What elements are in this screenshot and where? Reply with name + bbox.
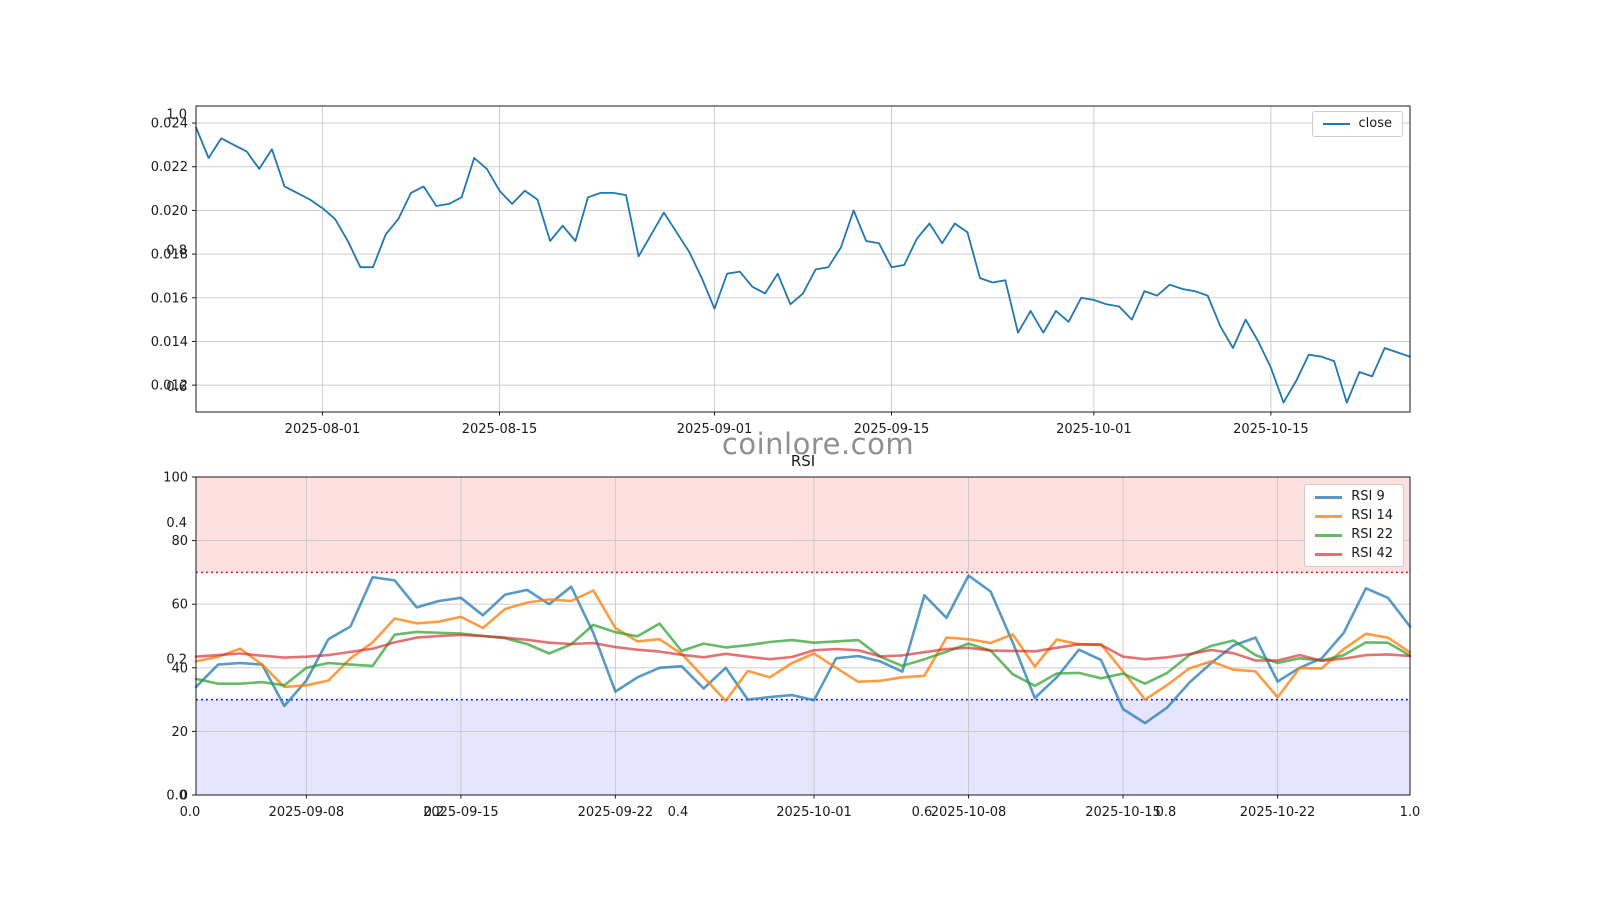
y-tick-label: 100 [163, 471, 188, 486]
close-legend-label: close [1358, 116, 1392, 131]
overlay-y-tick-label: 0.2 [166, 652, 187, 667]
overlay-y-tick-label: 0.8 [166, 244, 187, 259]
rsi-2-line [194, 589, 1412, 703]
overlay-x-tick-label: 0.8 [1156, 805, 1177, 820]
rsi9-legend-label: RSI 9 [1351, 489, 1385, 504]
x-tick-label: 2025-08-15 [462, 422, 538, 437]
legend-row-rsi22: RSI 22 [1315, 528, 1393, 542]
close-line-swatch [1322, 123, 1350, 125]
x-tick-label: 2025-10-22 [1240, 805, 1316, 820]
x-tick-label: 2025-09-15 [854, 422, 930, 437]
overlay-x-tick-label: 0.4 [668, 805, 689, 820]
rsi-legend: RSI 9 RSI 14 RSI 22 RSI 42 [1304, 484, 1404, 567]
rsi-axes-frame [195, 476, 1411, 796]
x-tick-label: 2025-09-15 [423, 805, 499, 820]
y-tick-label: 0.022 [151, 160, 188, 175]
overlay-x-tick-label: 0.6 [912, 805, 933, 820]
overlay-y-tick-label: 0.4 [166, 516, 187, 531]
rsi22-line-swatch [1315, 533, 1343, 537]
overlay-x-tick-label: 0.2 [424, 805, 445, 820]
rsi14-legend-label: RSI 14 [1351, 508, 1393, 523]
price-axes-frame [195, 105, 1411, 413]
x-tick-label: 2025-10-15 [1085, 805, 1161, 820]
x-tick-label: 2025-10-08 [931, 805, 1007, 820]
x-tick-label: 2025-09-01 [677, 422, 753, 437]
rsi9-line-swatch [1315, 495, 1343, 499]
watermark: coinlore.com [721, 427, 915, 461]
rsi42-line-swatch [1315, 552, 1343, 556]
rsi-chart-title: RSI [790, 452, 816, 470]
x-tick-label: 2025-10-01 [776, 805, 852, 820]
y-tick-label: 0 [180, 789, 188, 804]
x-tick-label: 2025-09-22 [578, 805, 654, 820]
oversold-band [196, 699, 1410, 795]
y-tick-label: 60 [171, 598, 188, 613]
price-legend: close [1311, 111, 1403, 137]
rsi-4-line [194, 633, 1412, 663]
legend-row-rsi9: RSI 9 [1315, 490, 1393, 504]
x-tick-label: 2025-08-01 [285, 422, 361, 437]
overbought-band [196, 477, 1410, 573]
y-tick-label: 0.016 [151, 291, 188, 306]
rsi14-line-swatch [1315, 514, 1343, 518]
rsi22-legend-label: RSI 22 [1351, 527, 1393, 542]
rsi-1-line [194, 574, 1412, 725]
rsi-3-line [194, 622, 1412, 688]
legend-row-close: close [1322, 116, 1392, 131]
close-price-line [195, 126, 1411, 404]
legend-row-rsi42: RSI 42 [1315, 547, 1393, 561]
rsi42-legend-label: RSI 42 [1351, 546, 1393, 561]
y-tick-label: 0.020 [151, 204, 188, 219]
y-tick-label: 20 [171, 725, 188, 740]
y-tick-label: 80 [171, 534, 188, 549]
y-tick-label: 0.024 [151, 117, 188, 132]
overlay-x-tick-label: 0.0 [180, 805, 201, 820]
overlay-y-tick-label: 0.6 [166, 380, 187, 395]
y-tick-label: 40 [171, 661, 188, 676]
legend-row-rsi14: RSI 14 [1315, 509, 1393, 523]
y-tick-label: 0.012 [151, 379, 188, 394]
x-tick-label: 2025-09-08 [269, 805, 345, 820]
x-tick-label: 2025-10-15 [1233, 422, 1309, 437]
x-tick-label: 2025-10-01 [1056, 422, 1132, 437]
overlay-y-tick-label: 0.0 [166, 789, 187, 804]
overlay-x-tick-label: 1.0 [1400, 805, 1421, 820]
overlay-y-tick-label: 1.0 [166, 108, 187, 123]
y-tick-label: 0.014 [151, 335, 188, 350]
y-tick-label: 0.018 [151, 248, 188, 263]
